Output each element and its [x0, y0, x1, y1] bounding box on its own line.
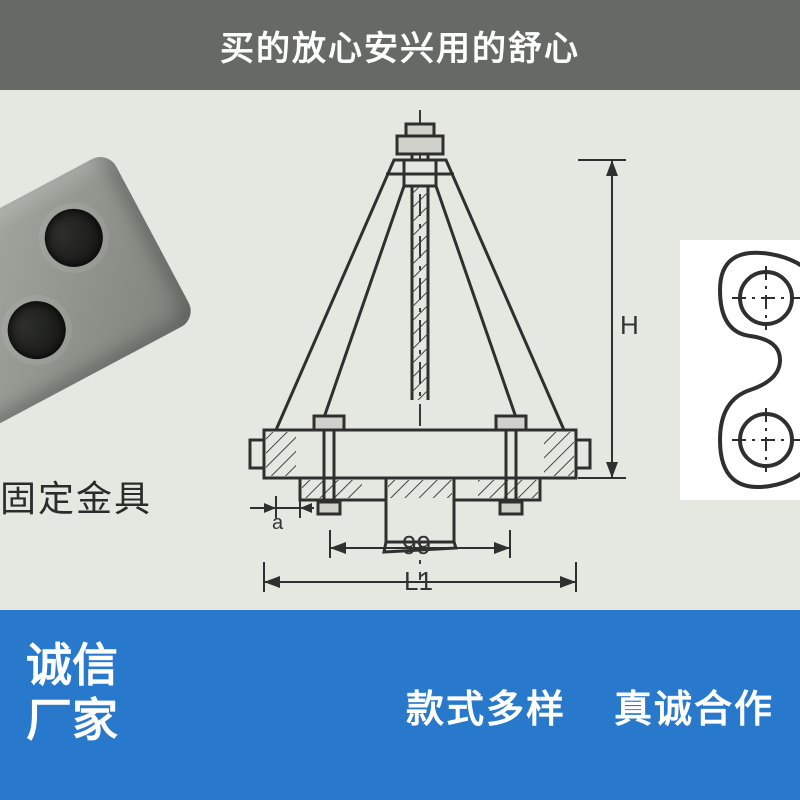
- dim-a-label: a: [272, 512, 283, 535]
- bottom-left-line1: 诚信: [26, 638, 118, 693]
- right-plate-drawing: [680, 240, 800, 500]
- plate-hole-1: [35, 199, 113, 277]
- dim-h-label: H: [620, 310, 639, 341]
- dim-99-label: 99: [402, 530, 431, 561]
- top-banner: 买的放心安兴用的舒心: [0, 0, 800, 90]
- technical-drawing: H a 99 L1: [180, 100, 660, 600]
- bottom-left-line2: 厂家: [26, 693, 118, 748]
- metal-plate-photo: [0, 151, 197, 460]
- dim-l1-label: L1: [404, 566, 433, 597]
- bottom-right-row: 款式多样 真诚合作: [406, 610, 774, 800]
- bottom-right-b: 真诚合作: [614, 678, 774, 733]
- plate-hole-2: [0, 291, 76, 369]
- bottom-right-a: 款式多样: [406, 678, 566, 733]
- bottom-left-stack: 诚信 厂家: [26, 638, 118, 748]
- cropped-label: 固定金具: [0, 470, 152, 522]
- bottom-bar: 诚信 厂家 款式多样 真诚合作: [0, 610, 800, 800]
- top-banner-text: 买的放心安兴用的舒心: [220, 21, 580, 70]
- drawing-svg: [180, 100, 660, 600]
- canvas: 固定金具: [0, 0, 800, 800]
